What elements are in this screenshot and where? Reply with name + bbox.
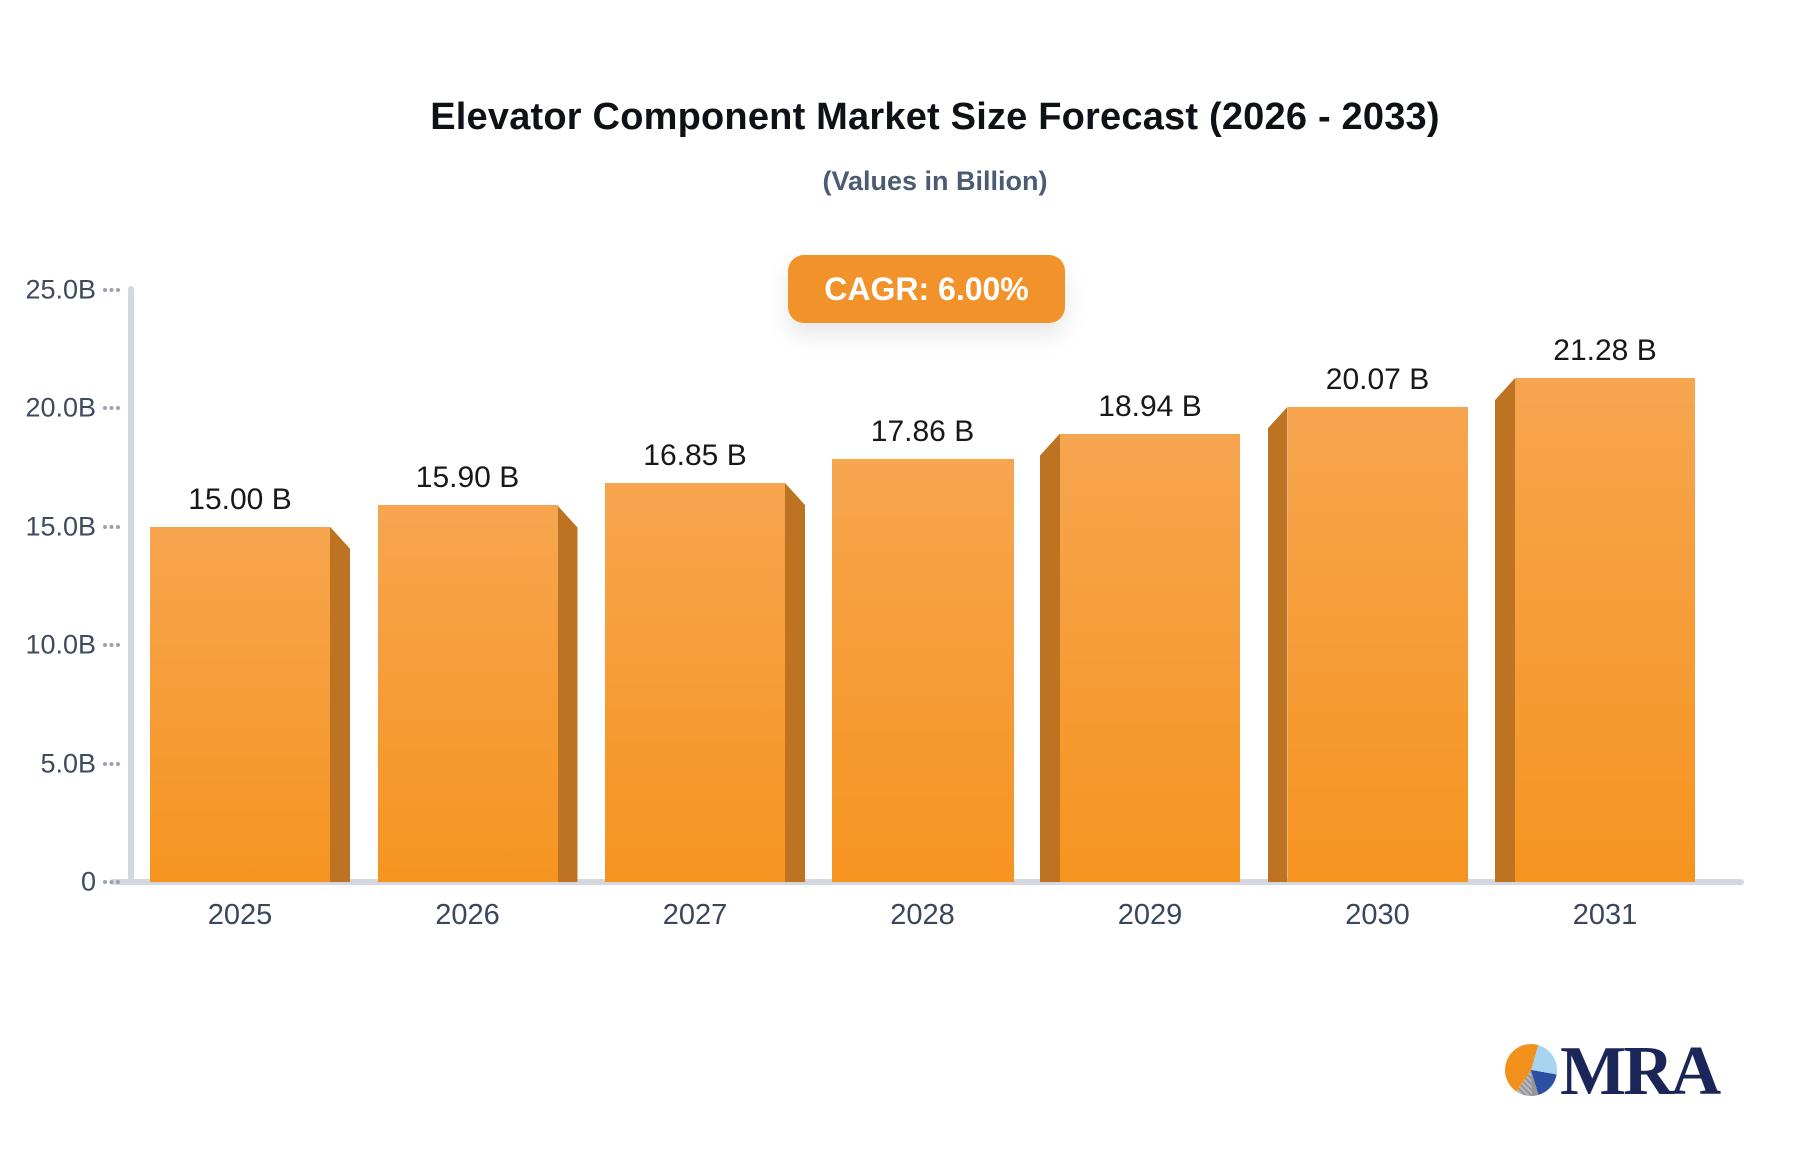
bar-3d-side-2031	[1495, 378, 1515, 882]
y-axis-tick-label: 25.0B	[25, 274, 96, 305]
y-axis-tick-mark	[103, 880, 120, 884]
x-axis-category-label-2028: 2028	[890, 899, 955, 931]
y-axis-line	[128, 286, 134, 884]
bar-value-label-2028: 17.86 B	[870, 415, 975, 449]
bar-value-label-2027: 16.85 B	[643, 438, 747, 472]
y-axis-tick-mark	[103, 761, 120, 766]
bar-2027	[605, 482, 785, 882]
y-axis-tick-mark	[103, 643, 120, 648]
y-axis-tick-mark	[103, 288, 120, 292]
x-axis-category-label-2031: 2031	[1572, 899, 1638, 931]
y-axis-tick-label: 10.0B	[25, 629, 96, 660]
bar-2030	[1287, 406, 1468, 882]
bar-2031	[1515, 378, 1695, 882]
logo-text: MRA	[1560, 1033, 1721, 1110]
x-axis-category-label-2030: 2030	[1345, 899, 1410, 931]
cagr-badge-label: CAGR: 6.00%	[824, 270, 1029, 307]
x-axis-baseline	[110, 879, 1744, 885]
y-axis-tick-label: 15.0B	[25, 511, 96, 542]
chart-subtitle: (Values in Billion)	[822, 166, 1048, 196]
bar-value-label-2031: 21.28 B	[1553, 334, 1657, 368]
bar-2028	[831, 459, 1014, 882]
bar-3d-side-2029	[1040, 433, 1060, 882]
bar-value-label-2029: 18.94 B	[1098, 389, 1202, 423]
bar-2025	[150, 526, 330, 882]
y-axis-tick-mark	[103, 406, 120, 411]
cagr-badge: CAGR: 6.00%	[788, 255, 1065, 323]
pie-chart-logo-icon	[1505, 1044, 1557, 1096]
bar-value-label-2030: 20.07 B	[1325, 362, 1430, 396]
bar-value-label-2025: 15.00 B	[188, 482, 292, 516]
bar-3d-side-2030	[1267, 406, 1288, 882]
mra-logo: MRA	[1502, 1030, 1762, 1114]
y-axis-tick-label: 20.0B	[25, 392, 96, 423]
x-axis-category-label-2029: 2029	[1117, 899, 1183, 931]
y-axis-tick-mark	[103, 524, 120, 529]
y-axis-tick-label: 5.0B	[40, 748, 96, 779]
x-axis-category-label-2026: 2026	[435, 899, 500, 931]
bar-3d-side-2026	[557, 505, 578, 882]
bar-2029	[1060, 433, 1240, 882]
y-axis-tick-label: 0	[80, 866, 96, 897]
x-axis-category-label-2027: 2027	[662, 899, 728, 931]
chart-title: Elevator Component Market Size Forecast …	[430, 96, 1440, 138]
bar-2026	[377, 505, 558, 882]
bar-3d-side-2027	[785, 482, 805, 882]
bar-3d-side-2025	[330, 526, 350, 882]
x-axis-category-label-2025: 2025	[207, 899, 273, 931]
bar-value-label-2026: 15.90 B	[415, 461, 520, 495]
